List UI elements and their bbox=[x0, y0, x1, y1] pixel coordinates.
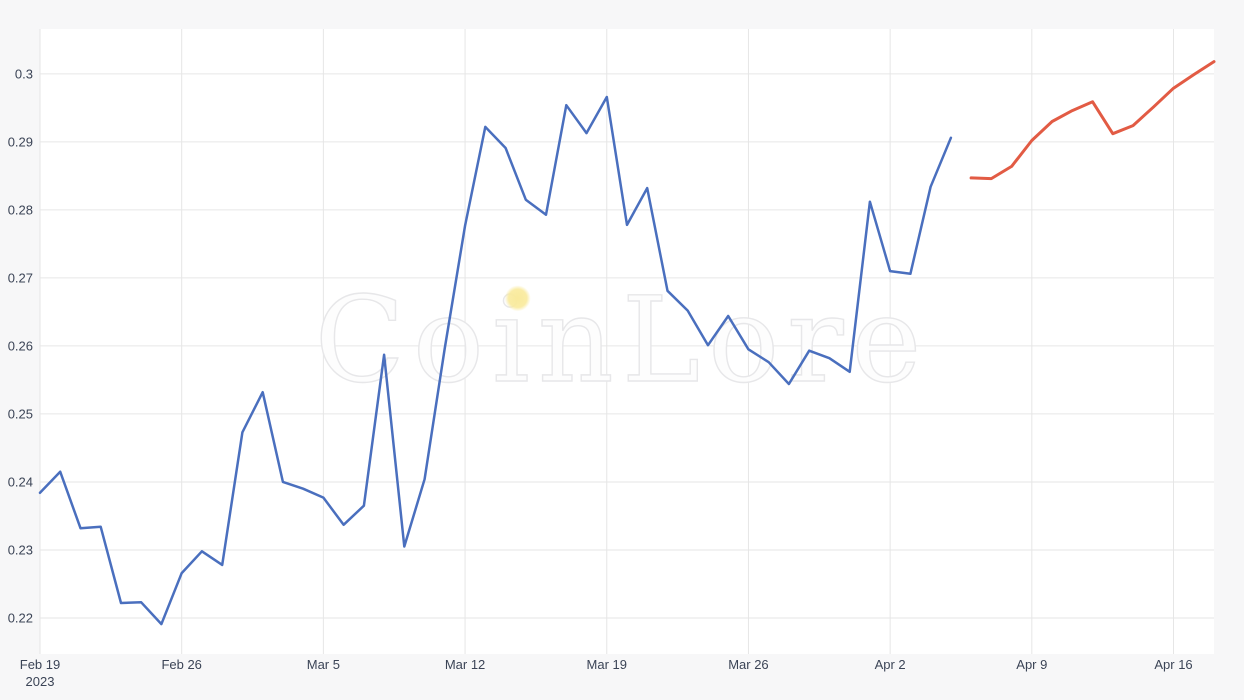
x-axis-tick-label: Mar 12 bbox=[445, 657, 485, 672]
x-axis-tick-label: Mar 26 bbox=[728, 657, 768, 672]
series-line-forecast-price bbox=[969, 60, 1216, 181]
x-axis-tick-label: Mar 5 bbox=[307, 657, 340, 672]
x-axis-tick-label: Apr 16 bbox=[1154, 657, 1192, 672]
highlight-layer bbox=[504, 285, 531, 312]
gridlines bbox=[39, 29, 1214, 654]
x-axis-labels: Feb 19 2023 Feb 26 Mar 5 Mar 12 Mar 19 Mar 26 A… bbox=[20, 657, 1193, 689]
x-axis-tick-label: Apr 9 bbox=[1016, 657, 1047, 672]
y-axis-tick-label: 0.28 bbox=[8, 202, 33, 217]
y-axis-tick-label: 0.25 bbox=[8, 406, 33, 421]
x-axis-tick-label: Mar 19 bbox=[587, 657, 627, 672]
y-axis-tick-label: 0.29 bbox=[8, 134, 33, 149]
x-axis-tick-label: Feb 19 bbox=[20, 657, 60, 672]
y-axis-labels: 0.22 0.23 0.24 0.25 0.26 0.27 0.28 0.29 0.3 bbox=[8, 66, 33, 625]
y-axis-tick-label: 0.23 bbox=[8, 542, 33, 557]
y-axis-tick-label: 0.22 bbox=[8, 610, 33, 625]
y-axis-tick-label: 0.26 bbox=[8, 338, 33, 353]
y-axis-tick-label: 0.24 bbox=[8, 474, 33, 489]
x-axis-tick-label: Apr 2 bbox=[875, 657, 906, 672]
y-axis-tick-label: 0.27 bbox=[8, 270, 33, 285]
watermark-text: CoinLore bbox=[315, 271, 930, 409]
series-lines bbox=[38, 60, 1216, 626]
series-line-historical-price bbox=[38, 95, 953, 626]
x-axis-tick-label: Feb 26 bbox=[161, 657, 201, 672]
highlight-dot bbox=[504, 285, 531, 312]
x-axis-tick-sublabel: 2023 bbox=[26, 674, 55, 689]
y-axis-tick-label: 0.3 bbox=[15, 66, 33, 81]
